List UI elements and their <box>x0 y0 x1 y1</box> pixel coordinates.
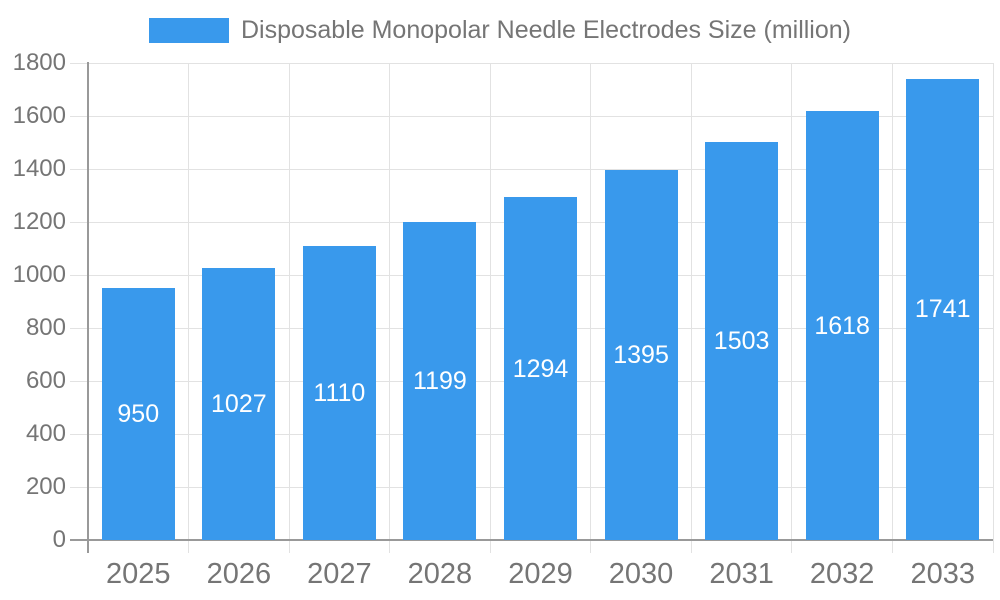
bar <box>101 288 175 540</box>
y-axis-tick-label: 400 <box>25 420 66 447</box>
y-axis-tick-label: 1800 <box>12 49 66 76</box>
bar-value-label: 1618 <box>814 311 870 340</box>
gridline-v <box>992 63 994 553</box>
x-axis-tick-label: 2033 <box>910 558 975 590</box>
y-axis-tick-label: 1600 <box>12 102 66 129</box>
y-axis-line <box>87 62 89 553</box>
gridline-v <box>188 63 190 553</box>
bar <box>504 197 577 540</box>
y-axis-tick-label: 0 <box>52 526 66 553</box>
bar-value-label: 1741 <box>914 295 971 324</box>
bar <box>906 78 980 540</box>
bar-value-label: 1294 <box>512 354 569 383</box>
x-axis-line <box>70 539 993 541</box>
x-axis-tick-label: 2032 <box>809 558 875 590</box>
gridline-h <box>70 115 993 117</box>
bar-value-label: 1110 <box>313 378 366 407</box>
legend-label: Disposable Monopolar Needle Electrodes S… <box>240 16 851 44</box>
bar-value-label: 1199 <box>413 367 467 396</box>
bar <box>705 141 779 540</box>
y-axis-tick-label: 1200 <box>12 208 66 235</box>
bar-value-label: 1027 <box>211 389 267 418</box>
x-axis-tick-label: 2029 <box>508 558 573 590</box>
x-axis-tick-label: 2028 <box>407 558 473 590</box>
x-axis-tick-label: 2030 <box>608 558 674 590</box>
legend-item[interactable]: Disposable Monopolar Needle Electrodes S… <box>0 15 1000 45</box>
gridline-v <box>590 63 592 553</box>
bar <box>604 170 678 540</box>
gridline-v <box>489 63 491 553</box>
x-axis-tick-label: 2031 <box>709 558 774 590</box>
x-axis-tick-label: 2027 <box>307 558 372 590</box>
bar <box>302 245 376 540</box>
y-axis-tick-label: 200 <box>25 473 66 500</box>
gridline-h <box>70 62 993 64</box>
y-axis-tick-label: 600 <box>25 367 66 394</box>
bar <box>805 111 879 540</box>
bar-value-label: 1395 <box>613 341 669 370</box>
y-axis-tick-label: 1400 <box>12 155 66 182</box>
gridline-v <box>690 63 692 553</box>
y-axis-tick-label: 800 <box>25 314 66 341</box>
gridline-v <box>791 63 793 553</box>
x-axis-tick-label: 2026 <box>206 558 272 590</box>
gridline-v <box>891 63 893 553</box>
bar <box>403 222 477 540</box>
legend-swatch <box>148 17 229 43</box>
gridline-h <box>70 168 993 170</box>
gridline-v <box>288 63 290 553</box>
bar-value-label: 1503 <box>713 326 770 355</box>
bar <box>202 267 276 540</box>
bar-value-label: 950 <box>117 400 160 429</box>
gridline-v <box>389 63 391 553</box>
y-axis-tick-label: 1000 <box>12 261 66 288</box>
x-axis-tick-label: 2025 <box>106 558 171 590</box>
